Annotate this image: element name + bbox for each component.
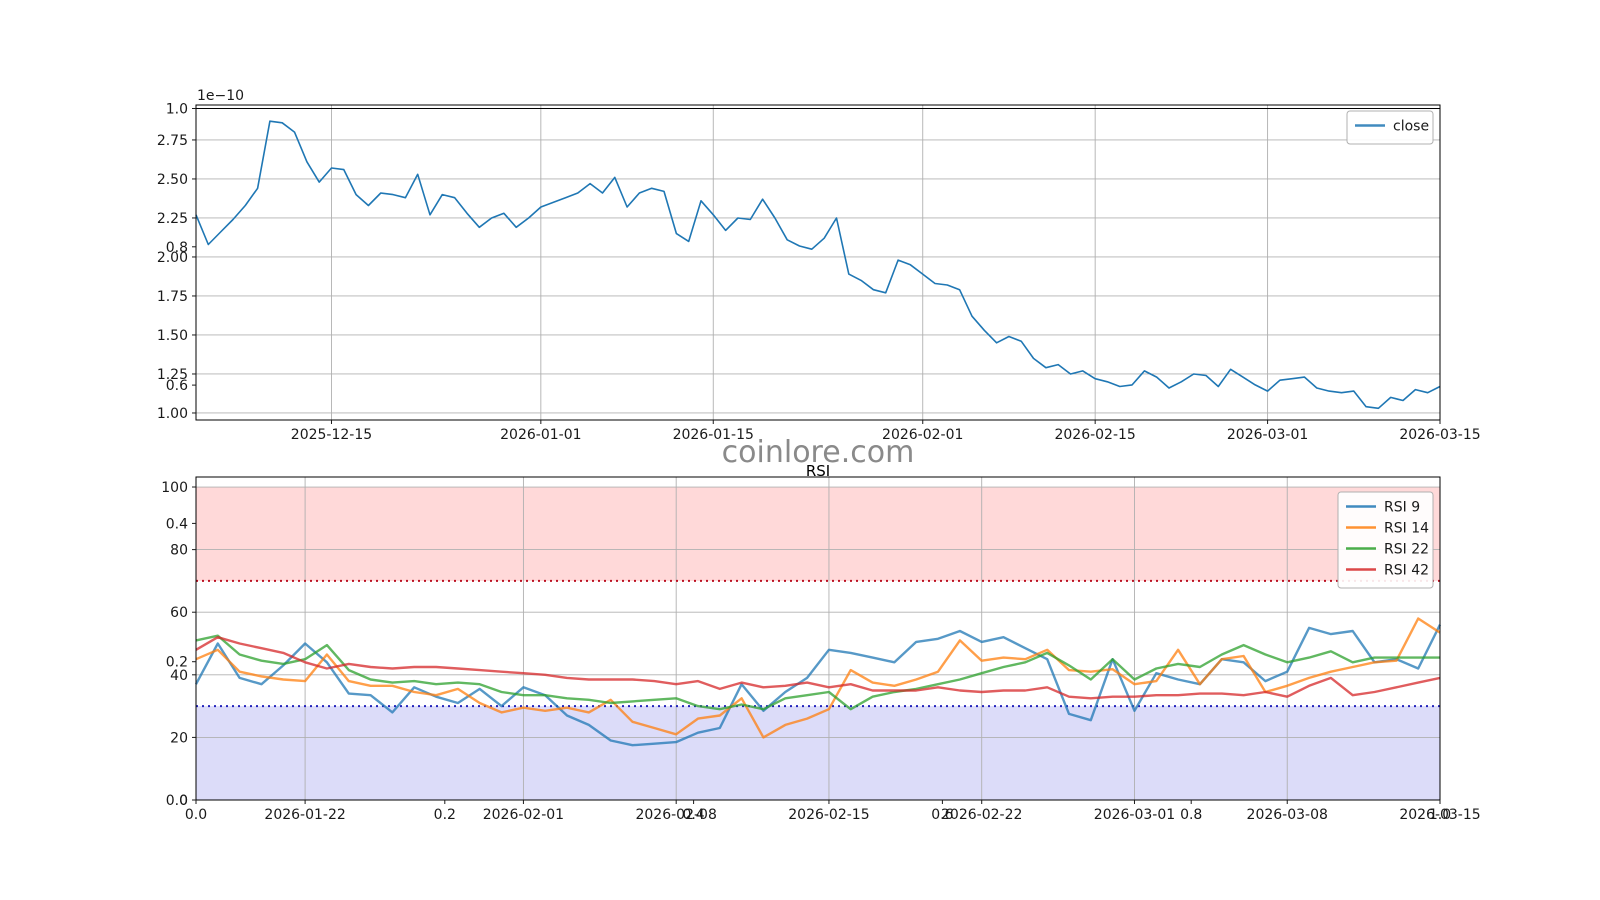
price-ytick: 2.25 [157,211,188,227]
price-spines [195,104,1441,421]
rsi-xtick: 2026-03-15 [1399,807,1480,823]
price-xtick: 2025-12-15 [291,427,372,443]
rsi-spines [195,476,1441,801]
price-xtick: 2026-02-01 [882,427,963,443]
rsi-xtick: 2026-02-01 [483,807,564,823]
rsi-legend-label: RSI 9 [1384,500,1420,516]
overlay-xtick: 0.2 [434,807,456,823]
overlay-ytick: 0.4 [166,516,188,532]
gridlines [196,105,1441,801]
rsi-legend-box [1337,491,1434,589]
rsi-xtick: 2026-01-22 [264,807,345,823]
rsi-legend-label: RSI 22 [1384,542,1429,558]
overlay-xtick: 1.0 [1429,807,1451,823]
rsi-title: RSI [806,462,830,480]
price-ytick: 2.50 [157,172,188,188]
oversold-band [196,706,1440,800]
overlay-ytick: 0.8 [166,240,188,256]
rsi-ytick: 60 [170,605,188,621]
rsi-xtick: 2026-02-08 [635,807,716,823]
overlay-xtick: 0.8 [1180,807,1202,823]
rsi-legend-label: RSI 14 [1384,521,1429,537]
price-xtick: 2026-03-01 [1227,427,1308,443]
rsi-legend-label: RSI 42 [1384,563,1429,579]
price-ytick: 1.25 [157,367,188,383]
y-axis-offset-label: 1e−10 [197,88,244,104]
price-ytick: 2.75 [157,133,188,149]
rsi-line-rsi-42 [195,636,1441,700]
rsi-threshold-lines [196,579,1440,708]
rsi-ytick: 100 [161,480,188,496]
price-xtick: 2026-02-15 [1054,427,1135,443]
rsi-ytick: 20 [170,730,188,746]
tick-marks-and-labels: 1.001.251.501.752.002.252.502.752025-12-… [157,102,1481,824]
price-ytick: 2.00 [157,250,188,266]
overlay-xtick: 0.0 [185,807,207,823]
overlay-ytick: 0.6 [166,378,188,394]
price-ytick: 1.00 [157,406,188,422]
rsi-xtick: 2026-02-22 [941,807,1022,823]
data-series [194,120,1442,747]
overlay-xtick: 0.6 [931,807,953,823]
price-xtick: 2026-01-01 [500,427,581,443]
price-line-close [195,120,1441,410]
overlay-ytick: 0.2 [166,655,188,671]
rsi-ytick: 0 [179,793,188,809]
axes-spines [195,104,1441,801]
overlay-ytick: 1.0 [166,102,188,118]
price-xtick: 2026-03-15 [1399,427,1480,443]
price-xtick: 2026-01-15 [673,427,754,443]
price-legend-label: close [1393,119,1429,135]
rsi-line-rsi-9 [194,624,1442,747]
price-ytick: 1.75 [157,289,188,305]
overlay-ytick: 0.0 [166,793,188,809]
rsi-line-rsi-14 [195,617,1441,739]
price-legend-box [1346,110,1434,145]
price-ytick: 1.50 [157,328,188,344]
rsi-xtick: 2026-02-15 [788,807,869,823]
rsi-xtick: 2026-03-08 [1247,807,1328,823]
rsi-bands [196,487,1440,800]
watermark: coinlore.com [722,435,915,470]
rsi-xtick: 2026-03-01 [1094,807,1175,823]
rsi-line-rsi-22 [195,634,1440,711]
overbought-band [196,487,1440,581]
rsi-ytick: 40 [170,668,188,684]
overlay-xtick: 0.4 [682,807,704,823]
rsi-ytick: 80 [170,543,188,559]
legends: close RSI 9 RSI 14 RSI 22 RSI 42 [1337,110,1434,589]
